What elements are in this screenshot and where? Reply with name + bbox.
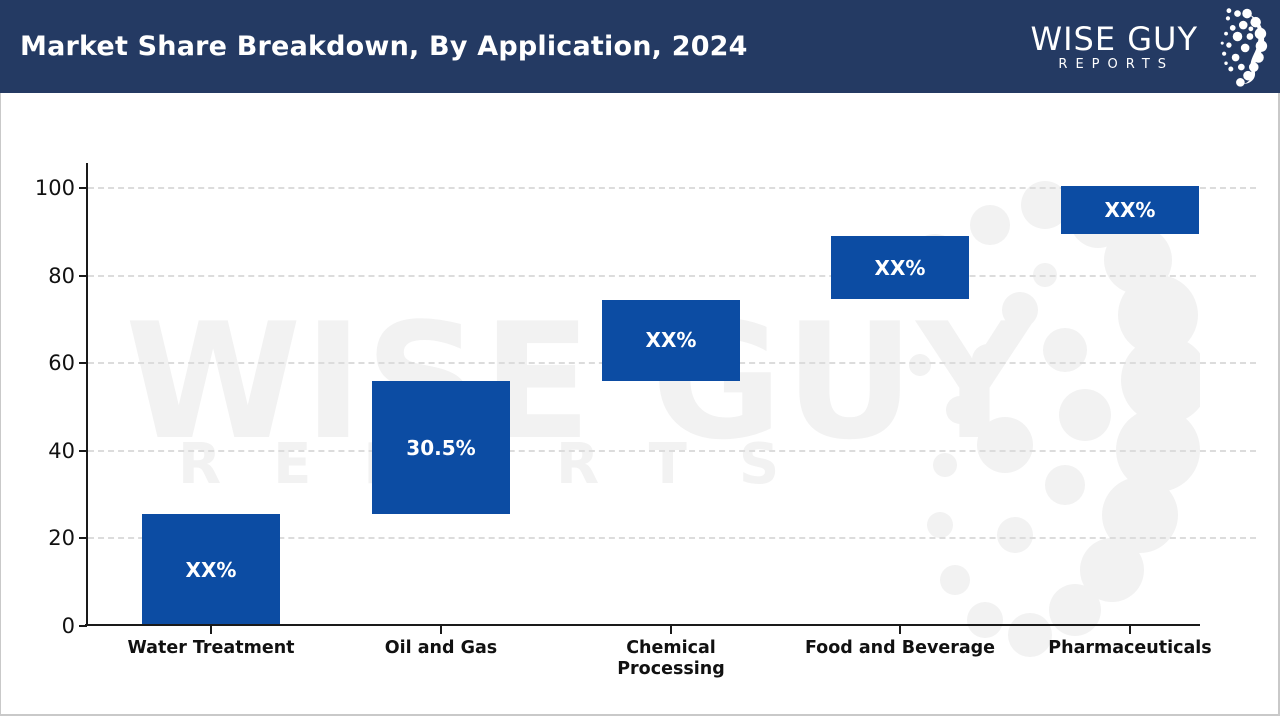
- y-axis-line: [86, 163, 88, 626]
- x-tick-mark: [1129, 626, 1131, 634]
- bar: XX%: [831, 236, 969, 299]
- header-bar: Market Share Breakdown, By Application, …: [0, 0, 1280, 93]
- y-tick-mark: [79, 449, 87, 452]
- chart-title: Market Share Breakdown, By Application, …: [20, 31, 748, 62]
- x-category-label: Pharmaceuticals: [1030, 638, 1230, 659]
- x-category-label-line: Oil and Gas: [384, 638, 498, 658]
- x-tick-mark: [440, 626, 442, 634]
- brand-logo-text: WISE GUY REPORTS: [1030, 22, 1198, 73]
- brand-face-icon: [1220, 8, 1268, 87]
- bar: XX%: [1061, 186, 1199, 235]
- y-tick-label: 40: [48, 438, 75, 463]
- y-tick-label: 60: [48, 351, 75, 376]
- y-tick-label: 20: [48, 526, 75, 551]
- y-tick-label: 80: [48, 263, 75, 288]
- bar-value-label: 30.5%: [406, 435, 476, 460]
- x-category-label: Oil and Gas: [341, 638, 541, 659]
- bar-value-label: XX%: [645, 328, 697, 353]
- x-category-label-line: Chemical: [626, 638, 716, 658]
- brand-subname: REPORTS: [1058, 56, 1175, 72]
- page-left-border: [0, 93, 1, 716]
- x-tick-mark: [210, 626, 212, 634]
- x-category-label-line: Water Treatment: [127, 638, 295, 658]
- watermark-text: WISE GUY: [125, 288, 1035, 475]
- page-right-border: [1278, 93, 1280, 716]
- bar: 30.5%: [372, 380, 510, 515]
- y-tick-mark: [79, 187, 87, 190]
- gridline: [88, 274, 1256, 277]
- page-bottom-border: [0, 714, 1280, 716]
- brand-name: WISE GUY: [1030, 19, 1198, 58]
- x-category-label-line: Pharmaceuticals: [1048, 638, 1212, 658]
- bar-value-label: XX%: [874, 255, 926, 280]
- brand-logo: WISE GUY REPORTS: [1030, 4, 1270, 90]
- gridline: [88, 537, 1256, 540]
- bar-value-label: XX%: [1104, 198, 1156, 223]
- y-tick-mark: [79, 362, 87, 365]
- x-category-label: Chemical Processing: [571, 638, 771, 680]
- y-tick-mark: [79, 625, 87, 627]
- bar-value-label: XX%: [185, 558, 237, 583]
- y-tick-mark: [79, 274, 87, 277]
- bar: XX%: [602, 299, 740, 381]
- y-tick-mark: [79, 537, 87, 540]
- y-tick-label: 100: [34, 176, 75, 201]
- bar: XX%: [142, 514, 280, 626]
- x-category-label-line: Food and Beverage: [804, 638, 996, 658]
- y-tick-label: 0: [61, 614, 75, 638]
- x-axis-line: [85, 624, 1200, 626]
- x-tick-mark: [899, 626, 901, 634]
- x-tick-mark: [670, 626, 672, 634]
- x-category-label: Food and Beverage: [800, 638, 1000, 659]
- gridline: [88, 449, 1256, 452]
- gridline: [88, 187, 1256, 190]
- x-category-label-line: Processing: [617, 659, 725, 679]
- x-category-label: Water Treatment: [111, 638, 311, 659]
